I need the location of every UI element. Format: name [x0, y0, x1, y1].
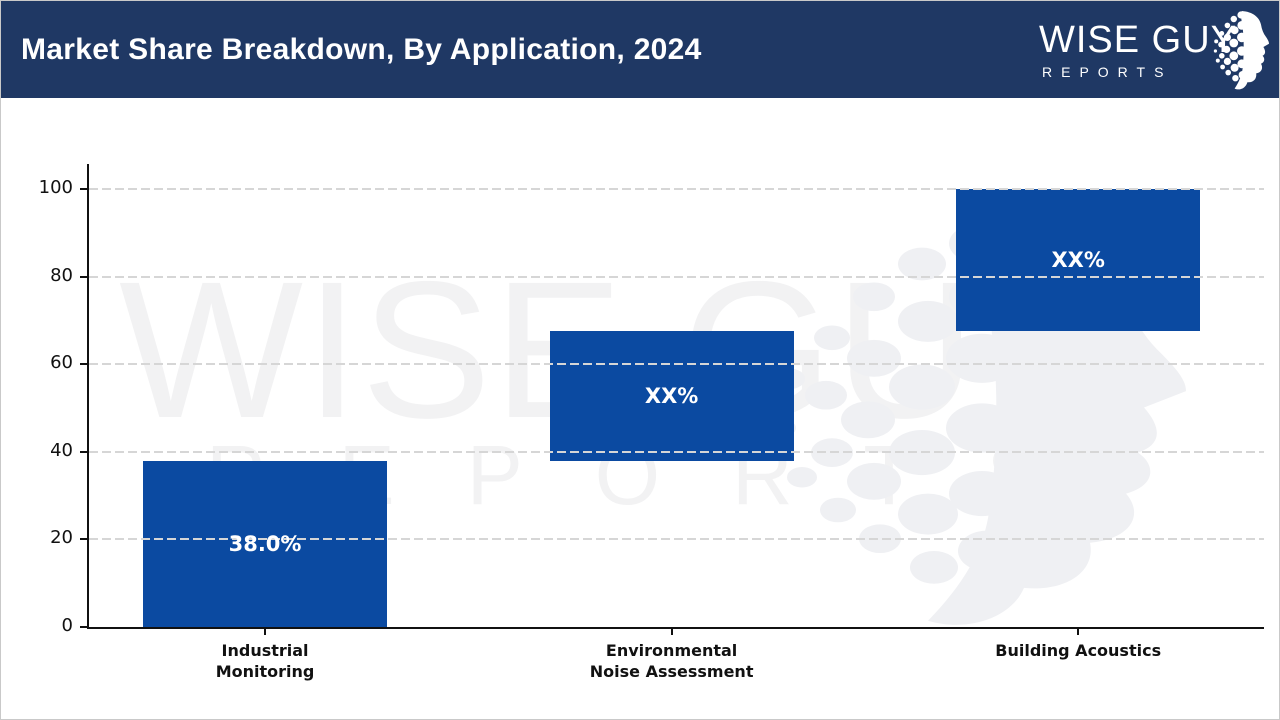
y-tick-mark — [80, 450, 89, 453]
bar-value-label: 38.0% — [228, 531, 302, 556]
page-title: Market Share Breakdown, By Application, … — [21, 32, 702, 66]
bar-value-label: XX% — [1051, 247, 1105, 272]
gridline-60 — [89, 363, 1264, 366]
bar-value-label: XX% — [644, 383, 699, 408]
gridline-40 — [89, 450, 1264, 453]
x-axis-line — [87, 627, 1264, 629]
y-tick-mark — [80, 275, 89, 278]
y-tick-mark — [80, 538, 89, 541]
brand-wordmark-block: WISE GUY REPORTS — [1039, 21, 1237, 80]
x-tick-mark — [264, 629, 267, 635]
gridline-100 — [89, 187, 1264, 190]
y-tick-label: 100 — [38, 176, 73, 198]
bar-2 — [549, 330, 794, 461]
header-bar: Market Share Breakdown, By Application, … — [1, 1, 1279, 98]
x-tick-mark — [1077, 629, 1080, 635]
y-tick-label: 40 — [50, 439, 73, 461]
bar-3 — [956, 188, 1201, 331]
y-tick-label: 80 — [50, 264, 73, 286]
bar-1 — [143, 460, 387, 627]
gridline-80 — [89, 275, 1264, 278]
y-tick-mark — [80, 363, 89, 366]
x-tick-mark — [670, 629, 673, 635]
y-tick-mark — [80, 187, 89, 190]
y-axis-line — [87, 164, 89, 629]
y-tick-label: 60 — [50, 352, 73, 374]
y-tick-mark — [80, 626, 89, 628]
y-tick-label: 20 — [50, 527, 73, 549]
x-category-label: Environmental Noise Assessment — [589, 641, 754, 681]
brand-wordmark: WISE GUY — [1039, 19, 1238, 61]
gridline-20 — [89, 538, 1264, 541]
y-tick-label: 0 — [61, 615, 73, 636]
wiseguy-head-icon — [1213, 11, 1269, 90]
brand-reports-line: REPORTS — [1042, 64, 1173, 80]
brand-logo: WISE GUY REPORTS — [1007, 7, 1269, 93]
x-category-label: Industrial Monitoring — [215, 641, 315, 681]
x-category-label: Building Acoustics — [995, 641, 1162, 660]
